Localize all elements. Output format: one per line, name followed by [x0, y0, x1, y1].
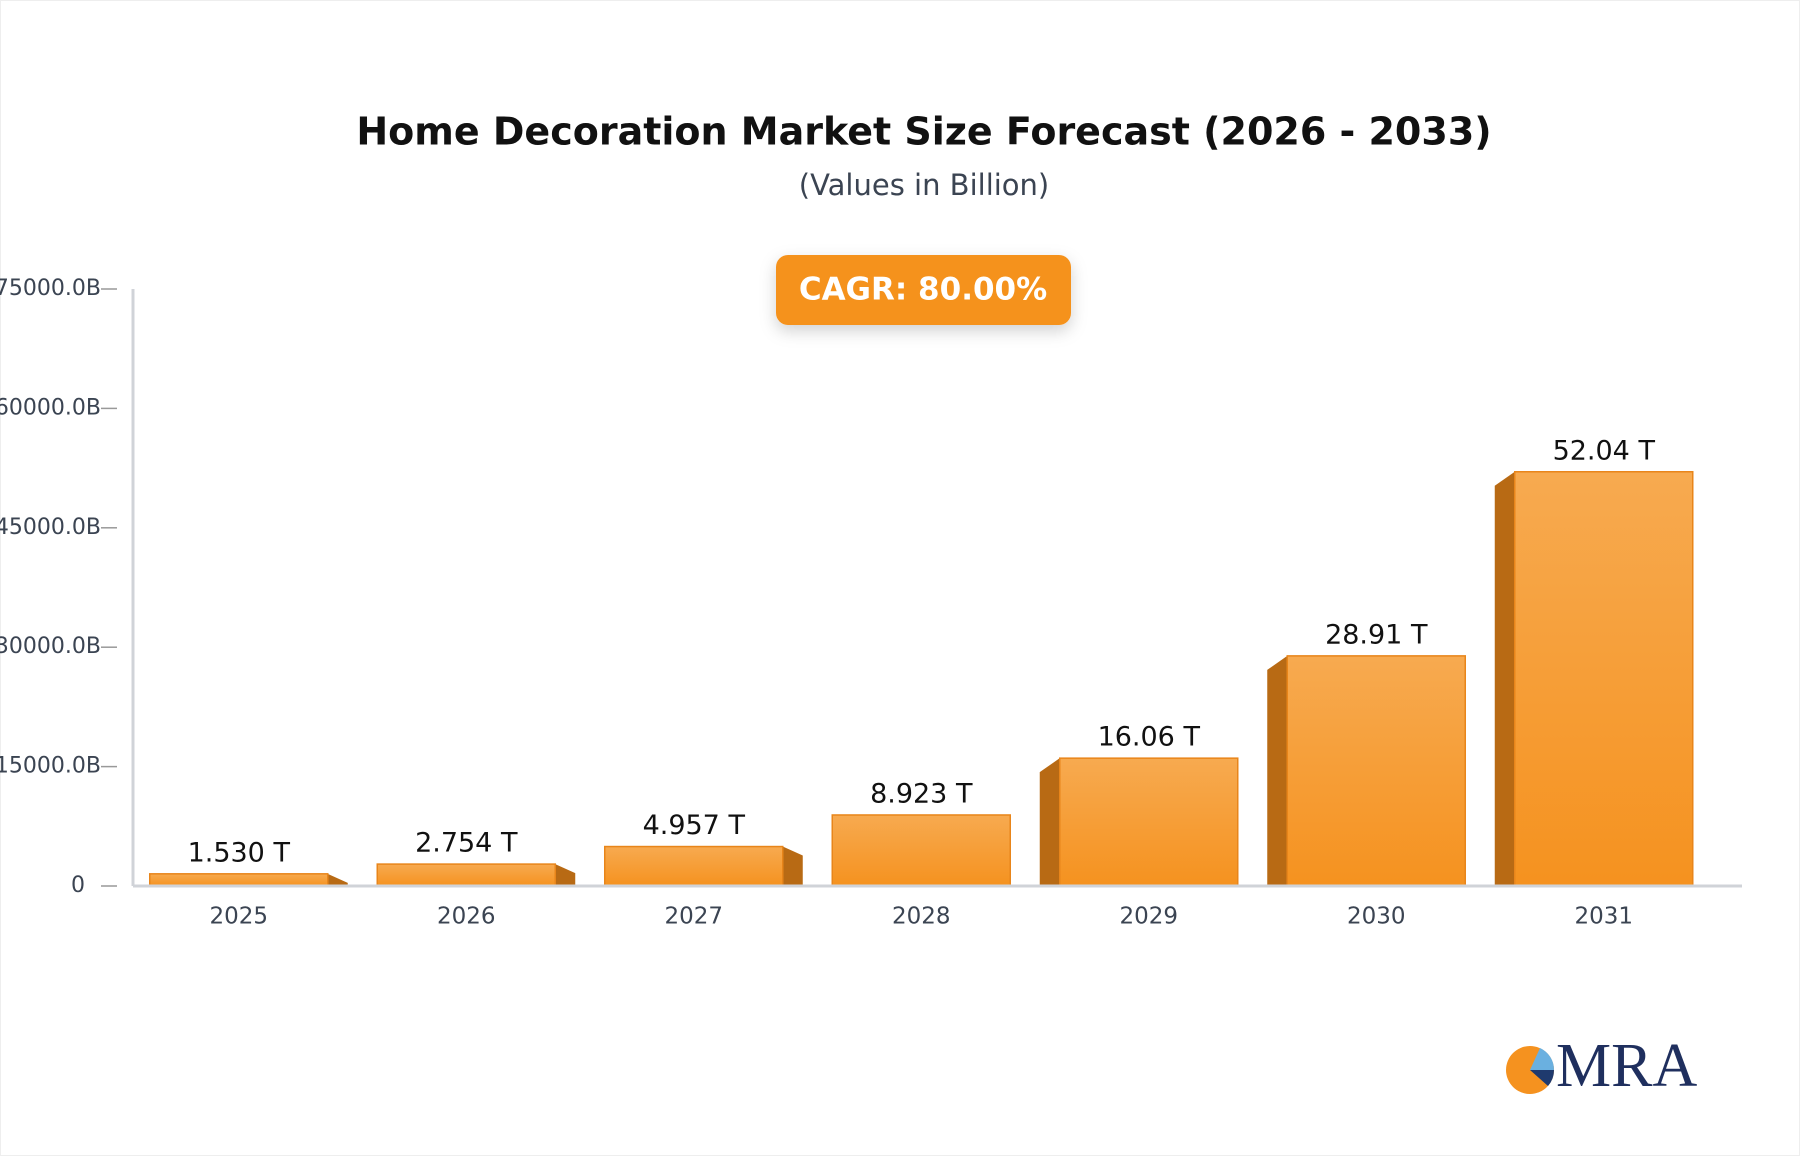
- y-tick-label: 30000.0B: [0, 634, 101, 659]
- bar-side: [782, 846, 803, 886]
- x-tick-label: 2027: [664, 904, 723, 930]
- logo-slice: [1530, 1070, 1555, 1086]
- value-label: 28.91 T: [1325, 619, 1428, 650]
- value-label: 1.530 T: [188, 837, 291, 868]
- bar: [149, 873, 329, 887]
- y-tick-label: 0: [71, 873, 85, 898]
- value-label: 4.957 T: [643, 810, 746, 841]
- y-tick-label: 60000.0B: [0, 395, 101, 420]
- bar: [1514, 471, 1694, 887]
- value-label: 2.754 T: [415, 828, 518, 859]
- bar-side: [1039, 758, 1060, 886]
- cagr-badge: [776, 255, 1071, 325]
- y-tick-label: 45000.0B: [0, 515, 101, 540]
- chart-title: Home Decoration Market Size Forecast (20…: [356, 110, 1491, 154]
- x-tick-label: 2025: [209, 904, 268, 930]
- y-tick-label: 15000.0B: [0, 754, 101, 779]
- bar: [1059, 757, 1239, 887]
- value-label: 8.923 T: [870, 778, 973, 809]
- bar-side: [555, 864, 576, 886]
- value-label: 16.06 T: [1098, 722, 1201, 753]
- x-tick-label: 2026: [437, 904, 496, 930]
- value-label: 52.04 T: [1553, 435, 1656, 466]
- x-tick-label: 2028: [892, 904, 951, 930]
- bar-side: [327, 873, 348, 886]
- chart-subtitle: (Values in Billion): [799, 168, 1050, 202]
- cagr-label: CAGR: 80.00%: [799, 272, 1047, 308]
- bar: [831, 814, 1011, 887]
- logo-slice: [1530, 1048, 1555, 1070]
- bar: [1286, 655, 1466, 887]
- x-tick-label: 2029: [1119, 904, 1178, 930]
- x-tick-label: 2031: [1574, 904, 1633, 930]
- logo-text: MRA: [1556, 1032, 1697, 1100]
- bar: [604, 845, 784, 887]
- bar: [376, 863, 556, 887]
- y-tick-label: 75000.0B: [0, 276, 101, 301]
- bar-side: [1494, 471, 1515, 886]
- bar-side: [1267, 655, 1288, 886]
- x-tick-label: 2030: [1347, 904, 1406, 930]
- logo: MRA: [1506, 1032, 1697, 1100]
